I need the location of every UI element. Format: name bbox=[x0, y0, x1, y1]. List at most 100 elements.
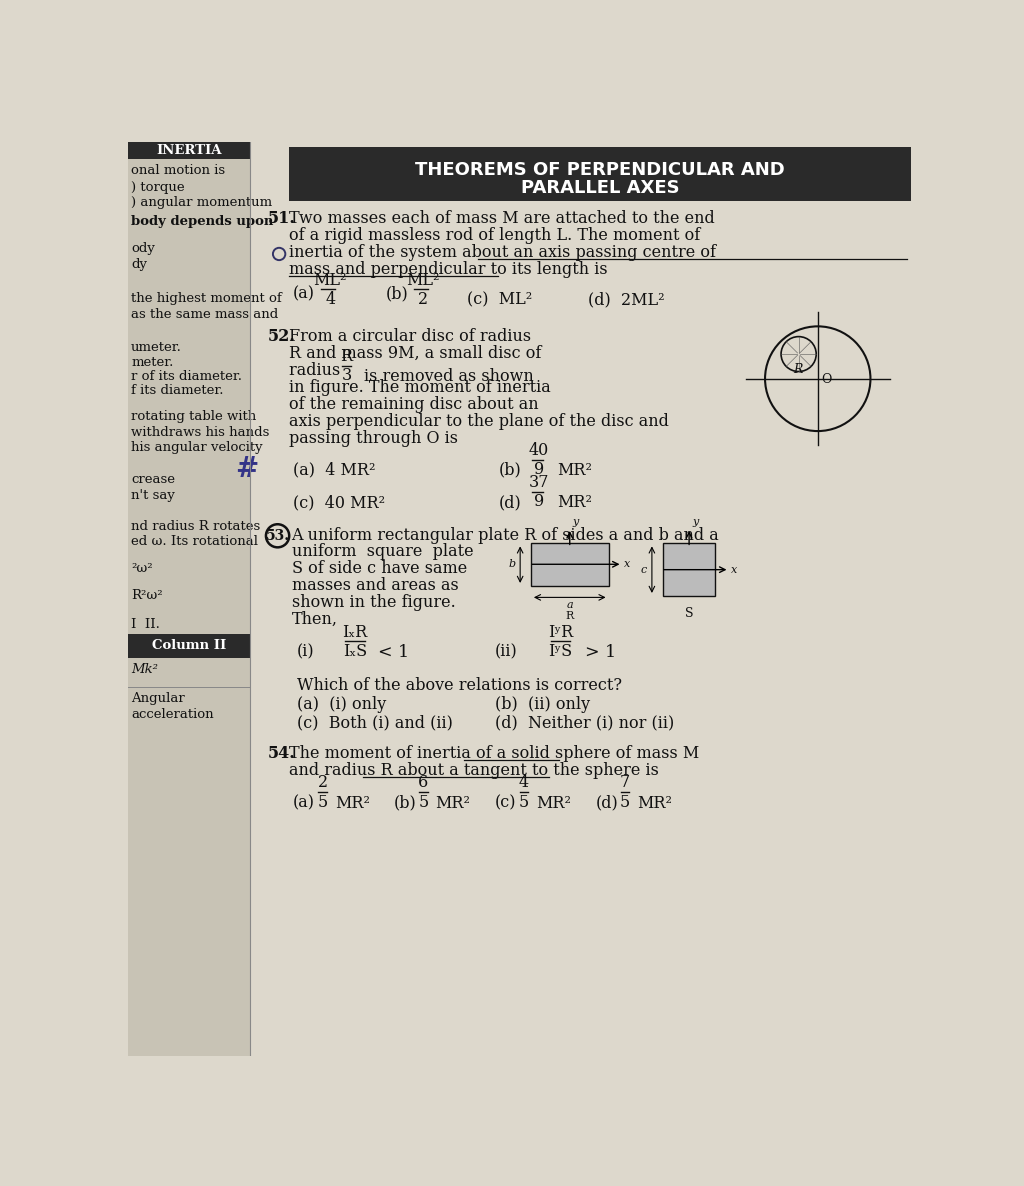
Text: From a circular disc of radius: From a circular disc of radius bbox=[289, 327, 531, 345]
Text: I  II.: I II. bbox=[131, 618, 160, 631]
Text: and radius R about a tangent to the sphere is: and radius R about a tangent to the sphe… bbox=[289, 763, 659, 779]
Bar bbox=[531, 543, 608, 586]
Text: 2: 2 bbox=[418, 291, 428, 308]
Text: R and mass 9M, a small disc of: R and mass 9M, a small disc of bbox=[289, 345, 542, 362]
Text: ody: ody bbox=[131, 242, 155, 255]
Text: as the same mass and: as the same mass and bbox=[131, 308, 279, 321]
Text: 7: 7 bbox=[620, 774, 630, 791]
Text: 40: 40 bbox=[528, 442, 549, 459]
Text: a: a bbox=[566, 600, 573, 611]
Text: x: x bbox=[624, 560, 630, 569]
Text: 4: 4 bbox=[519, 774, 529, 791]
Text: (a)  (i) only: (a) (i) only bbox=[297, 696, 386, 713]
Text: umeter.: umeter. bbox=[131, 342, 182, 353]
Text: PARALLEL AXES: PARALLEL AXES bbox=[520, 179, 679, 197]
Text: passing through O is: passing through O is bbox=[289, 429, 458, 447]
Bar bbox=[289, 147, 910, 200]
Text: radius: radius bbox=[289, 362, 345, 378]
Bar bbox=[663, 543, 716, 595]
Text: (a): (a) bbox=[293, 286, 315, 302]
Text: x: x bbox=[731, 565, 737, 575]
Text: R²ω²: R²ω² bbox=[131, 589, 163, 602]
Text: 9: 9 bbox=[534, 461, 544, 478]
Text: 5: 5 bbox=[519, 793, 529, 811]
Text: onal motion is: onal motion is bbox=[131, 164, 225, 177]
Text: (b): (b) bbox=[386, 286, 409, 302]
Text: IₓR: IₓR bbox=[342, 624, 368, 640]
Text: 2: 2 bbox=[317, 774, 328, 791]
Text: Which of the above relations is correct?: Which of the above relations is correct? bbox=[297, 677, 622, 695]
Text: c: c bbox=[641, 565, 647, 575]
Text: nd radius R rotates: nd radius R rotates bbox=[131, 519, 260, 533]
Text: MR²: MR² bbox=[335, 795, 370, 811]
Text: (c)  40 MR²: (c) 40 MR² bbox=[293, 495, 385, 511]
Text: INERTIA: INERTIA bbox=[157, 145, 222, 158]
Text: ) torque: ) torque bbox=[131, 180, 184, 193]
Text: 5: 5 bbox=[620, 793, 630, 811]
Text: Angular: Angular bbox=[131, 693, 185, 706]
Text: his angular velocity: his angular velocity bbox=[131, 441, 263, 454]
Text: ²ω²: ²ω² bbox=[131, 562, 153, 575]
Text: (d): (d) bbox=[499, 495, 521, 511]
Text: MR²: MR² bbox=[435, 795, 471, 811]
Text: ed ω. Its rotational: ed ω. Its rotational bbox=[131, 535, 258, 548]
Text: (a)  4 MR²: (a) 4 MR² bbox=[293, 461, 376, 479]
Text: (c)  ML²: (c) ML² bbox=[467, 292, 532, 308]
Text: (d): (d) bbox=[595, 795, 618, 811]
Text: mass and perpendicular to its length is: mass and perpendicular to its length is bbox=[289, 261, 608, 278]
Text: 5: 5 bbox=[317, 793, 328, 811]
Text: R: R bbox=[341, 347, 352, 365]
Text: is removed as shown: is removed as shown bbox=[364, 368, 534, 385]
Text: acceleration: acceleration bbox=[131, 708, 214, 721]
Text: masses and areas as: masses and areas as bbox=[292, 578, 459, 594]
Text: MR²: MR² bbox=[637, 795, 672, 811]
Text: Then,: Then, bbox=[292, 611, 338, 629]
Text: withdraws his hands: withdraws his hands bbox=[131, 426, 269, 439]
Text: b: b bbox=[509, 560, 516, 569]
Text: y: y bbox=[692, 517, 698, 527]
Text: O: O bbox=[821, 372, 831, 385]
Text: 37: 37 bbox=[528, 474, 549, 491]
Text: IʸS: IʸS bbox=[549, 643, 572, 659]
Text: meter.: meter. bbox=[131, 356, 173, 369]
Text: A uniform rectangular plate R of sides a and b and a: A uniform rectangular plate R of sides a… bbox=[292, 527, 719, 543]
Text: Two masses each of mass M are attached to the end: Two masses each of mass M are attached t… bbox=[289, 210, 715, 227]
Text: ML²: ML² bbox=[407, 272, 440, 288]
Text: 54.: 54. bbox=[267, 745, 295, 763]
Text: THEOREMS OF PERPENDICULAR AND: THEOREMS OF PERPENDICULAR AND bbox=[415, 161, 784, 179]
Text: n't say: n't say bbox=[131, 489, 175, 502]
Text: (b): (b) bbox=[394, 795, 417, 811]
Text: body depends upon: body depends upon bbox=[131, 216, 273, 229]
Text: dy: dy bbox=[131, 257, 147, 270]
Text: IʸR: IʸR bbox=[548, 624, 573, 640]
Text: #: # bbox=[234, 457, 258, 484]
Bar bbox=[128, 633, 251, 658]
Text: uniform  square  plate: uniform square plate bbox=[292, 543, 473, 561]
Bar bbox=[128, 142, 251, 159]
Text: 5: 5 bbox=[418, 793, 428, 811]
Text: R: R bbox=[793, 363, 802, 376]
Text: MR²: MR² bbox=[537, 795, 571, 811]
Text: the highest moment of: the highest moment of bbox=[131, 293, 282, 306]
Text: shown in the figure.: shown in the figure. bbox=[292, 594, 456, 611]
Text: rotating table with: rotating table with bbox=[131, 410, 256, 423]
Text: Column II: Column II bbox=[153, 639, 226, 652]
Text: Mk²: Mk² bbox=[131, 663, 158, 676]
Text: (b)  (ii) only: (b) (ii) only bbox=[495, 696, 590, 713]
Bar bbox=[128, 142, 251, 1056]
Text: (d)  Neither (i) nor (ii): (d) Neither (i) nor (ii) bbox=[495, 714, 674, 732]
Text: (c): (c) bbox=[495, 795, 516, 811]
Text: (b): (b) bbox=[499, 461, 521, 479]
Text: 51.: 51. bbox=[267, 210, 295, 227]
Text: R: R bbox=[565, 611, 573, 621]
Text: S: S bbox=[685, 607, 693, 620]
Text: y: y bbox=[572, 517, 580, 527]
Text: 3: 3 bbox=[341, 368, 351, 384]
Text: (ii): (ii) bbox=[495, 644, 517, 661]
Text: ) angular momentum: ) angular momentum bbox=[131, 196, 272, 209]
Text: (i): (i) bbox=[297, 644, 314, 661]
Text: of the remaining disc about an: of the remaining disc about an bbox=[289, 396, 539, 413]
Text: (a): (a) bbox=[293, 795, 315, 811]
Text: 6: 6 bbox=[418, 774, 428, 791]
Text: ML²: ML² bbox=[313, 272, 347, 288]
